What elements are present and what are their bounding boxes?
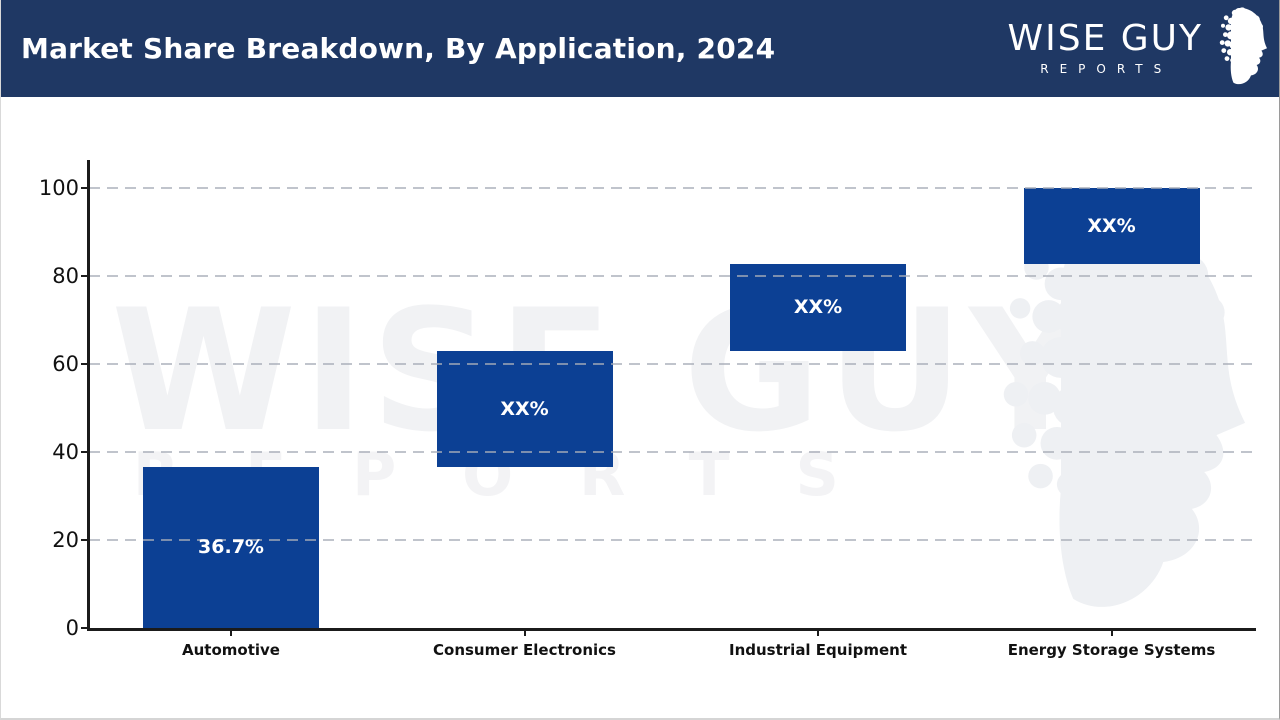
x-tick-mark: [1110, 628, 1113, 636]
y-tick-mark: [81, 275, 89, 277]
bar-segment: [143, 466, 319, 628]
x-tick-mark: [523, 628, 526, 636]
category-label: Energy Storage Systems: [1007, 641, 1216, 659]
logo-text: WISE GUY REPORTS: [1007, 18, 1204, 77]
y-tick-label: 40: [52, 440, 79, 464]
y-tick-mark: [81, 627, 89, 629]
bar-value-label: XX%: [500, 397, 549, 420]
gridline: [89, 275, 1256, 277]
plot-area: 36.7% Automotive XX% Consumer Electronics XX…: [1, 97, 1279, 716]
logo-subtitle: REPORTS: [1040, 62, 1173, 76]
bar-value-label: 36.7%: [198, 536, 264, 559]
y-tick-mark: [81, 451, 89, 453]
logo-wordmark: WISE GUY: [1007, 18, 1203, 59]
y-tick-mark: [81, 539, 89, 541]
y-tick-label: 20: [52, 528, 79, 552]
x-tick-mark: [230, 628, 232, 636]
bar-segment: [1023, 188, 1200, 264]
gridline: [89, 187, 1256, 189]
y-tick-mark: [81, 363, 89, 365]
category-label: Automotive: [182, 641, 280, 659]
gridline: [89, 363, 1256, 365]
page-title: Market Share Breakdown, By Application, …: [21, 32, 776, 65]
wise-guy-logo: WISE GUY REPORTS: [1008, 5, 1274, 93]
bar-value-label: XX%: [1087, 214, 1136, 237]
waterfall-chart: WISE GUY REPORTS 36.7% Automotive XX% Consu…: [1, 97, 1279, 716]
y-tick-label: 0: [65, 616, 79, 640]
bar-segment: [436, 350, 613, 467]
header: Market Share Breakdown, By Application, …: [1, 0, 1279, 97]
category-label: Consumer Electronics: [433, 641, 616, 659]
x-tick-mark: [817, 628, 819, 636]
bar-value-label: XX%: [793, 296, 843, 319]
gridline: [89, 451, 1256, 453]
y-tick-label: 100: [38, 176, 79, 200]
category-label: Industrial Equipment: [729, 641, 907, 659]
y-tick-mark: [81, 187, 89, 189]
y-tick-label: 60: [52, 352, 79, 376]
y-tick-label: 80: [52, 264, 79, 288]
x-axis-line: [87, 628, 1256, 631]
gridline: [89, 539, 1256, 541]
y-axis-line: [87, 160, 90, 630]
bar-segment: [730, 263, 906, 351]
